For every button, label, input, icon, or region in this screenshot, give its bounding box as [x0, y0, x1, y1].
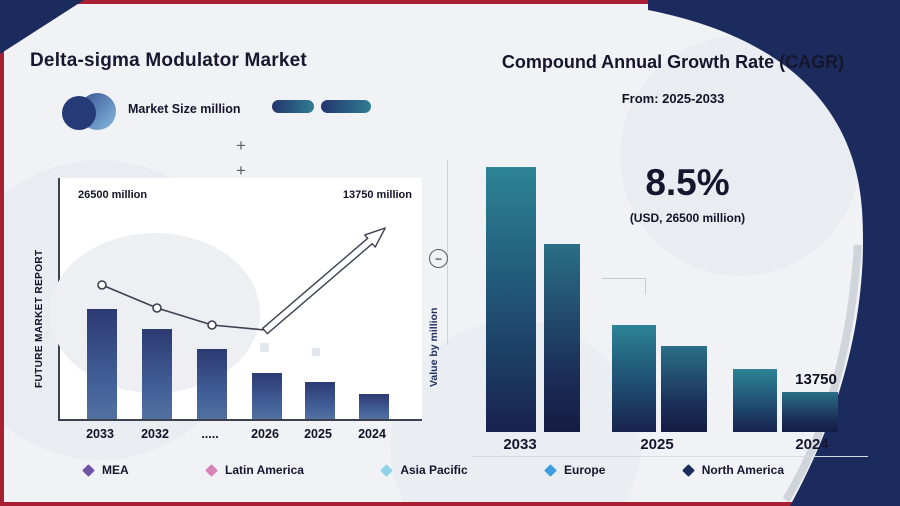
right-axis-line [472, 456, 868, 457]
plus-decoration: + [236, 161, 246, 180]
bar-2033 [87, 309, 117, 419]
cagr-value: 8.5% [645, 162, 730, 203]
x-label: ..... [201, 427, 219, 441]
bar-2026 [252, 373, 282, 419]
diamond-marker [82, 463, 95, 477]
legend-label: Latin America [225, 463, 304, 477]
legend-pills-decoration [272, 100, 371, 113]
plus-decoration: + [236, 136, 246, 155]
left-axis-max-label: 26500 million [78, 189, 148, 201]
legend-label: Europe [564, 463, 606, 477]
x-label: 2024 [358, 427, 386, 441]
trend-end-label: 13750 million [342, 189, 412, 201]
diamond-marker [205, 463, 218, 477]
x-label: 2025 [640, 436, 674, 453]
corner-triangle-decoration [0, 0, 84, 54]
x-label: 2033 [503, 436, 537, 453]
cagr-title: Compound Annual Growth Rate (CAGR) [501, 52, 845, 72]
legend-item-mea: MEA [82, 463, 129, 477]
legend-item-latin-america: Latin America [205, 463, 304, 477]
cagr-bar-2025-primary [612, 325, 656, 432]
market-size-chart: 26500 million 13750 million [50, 178, 422, 421]
trend-line-arrow [97, 227, 386, 335]
x-label: 2033 [86, 427, 114, 441]
cagr-bar-2033-primary [486, 167, 536, 432]
value-label-13750: 13750 [795, 371, 837, 388]
bar-2025 [305, 382, 335, 419]
frame-border-left [0, 0, 4, 506]
minus-glyph: − [434, 251, 442, 266]
pie-slice-dark [62, 96, 96, 130]
pie-icon [62, 93, 118, 133]
legend-item-europe: Europe [544, 463, 606, 477]
legend-label: Asia Pacific [400, 463, 468, 477]
frame-border-right [896, 0, 900, 506]
square-decoration [260, 343, 269, 352]
gradient-pill [272, 100, 314, 113]
panel-divider [447, 160, 448, 345]
cagr-bar-2025-secondary [661, 346, 707, 432]
bar-2032 [142, 329, 172, 419]
frame-border-top [0, 0, 900, 4]
diamond-marker [380, 463, 394, 477]
region-legend: MEA Latin America Asia Pacific Europe No… [82, 463, 784, 477]
left-chart-title: Delta-sigma Modulator Market [30, 50, 307, 71]
x-label: 2026 [251, 427, 279, 441]
diamond-marker [544, 463, 557, 477]
legend-label: North America [701, 463, 784, 477]
cagr-period: From: 2025-2033 [621, 91, 725, 106]
future-market-report-label: FUTURE MARKET REPORT [34, 249, 45, 389]
value-by-million-label: Value by million [428, 307, 440, 387]
cagr-note: (USD, 26500 million) [629, 211, 746, 225]
legend-label: MEA [102, 463, 129, 477]
bar-2024 [359, 394, 389, 419]
x-label: 2032 [141, 427, 169, 441]
cagr-bar-2024-primary [733, 369, 777, 432]
circle-minus-icon: − [429, 249, 448, 268]
cagr-bar-2033-secondary [544, 244, 580, 432]
frame-border-bottom [0, 502, 900, 506]
bracket-decoration [602, 278, 646, 294]
gradient-pill [321, 100, 371, 113]
cagr-bar-2024-secondary [782, 392, 838, 432]
bar-dots [197, 349, 227, 419]
market-size-legend-label: Market Size million [128, 102, 241, 116]
x-label: 2024 [795, 436, 829, 453]
diamond-marker [681, 463, 695, 477]
legend-item-north-america: North America [681, 463, 784, 477]
square-decoration [312, 348, 320, 356]
x-label: 2025 [304, 427, 332, 441]
legend-item-asia-pacific: Asia Pacific [380, 463, 468, 477]
